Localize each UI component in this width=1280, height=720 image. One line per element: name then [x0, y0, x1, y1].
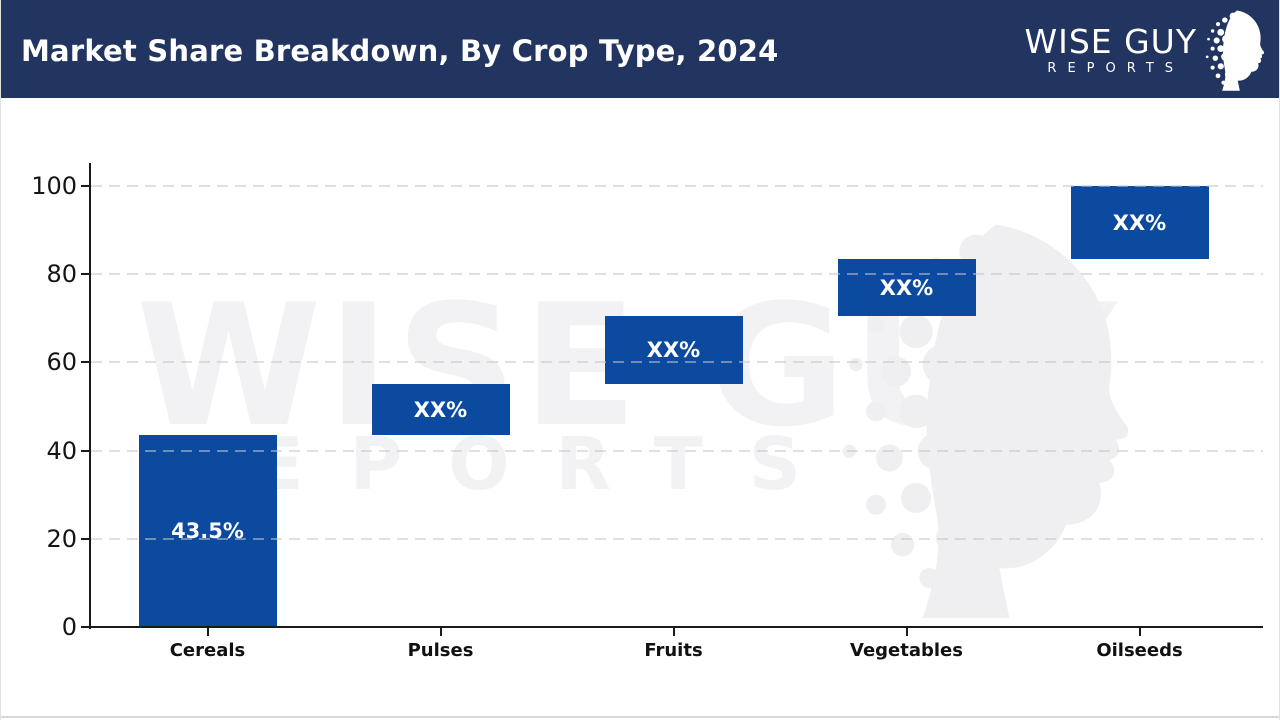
gridline-80	[91, 273, 1263, 275]
bar-cereals	[139, 435, 277, 627]
x-category-label-pulses: Pulses	[407, 640, 474, 661]
gridline-100	[91, 185, 1263, 187]
x-category-label-vegetables: Vegetables	[850, 640, 963, 661]
y-tick-mark	[81, 185, 89, 187]
y-tick-label: 40	[46, 437, 77, 465]
x-tick-mark	[673, 628, 675, 636]
x-tick-mark	[440, 628, 442, 636]
x-tick-mark	[1139, 628, 1141, 636]
bar-vegetables	[838, 259, 976, 316]
x-tick-mark	[207, 628, 209, 636]
x-axis-line	[89, 626, 1263, 628]
wiseguy-logo: WISE GUY REPORTS	[1024, 6, 1267, 94]
bar-fruits	[605, 316, 743, 384]
header-bar: Market Share Breakdown, By Crop Type, 20…	[1, 0, 1279, 98]
y-tick-label: 0	[61, 613, 77, 641]
gridline-60	[91, 361, 1263, 363]
bar-label-cereals: 43.5%	[171, 519, 244, 543]
page-title: Market Share Breakdown, By Crop Type, 20…	[21, 34, 779, 68]
y-tick-mark	[81, 538, 89, 540]
wiseguy-logo-text: WISE GUY REPORTS	[1024, 25, 1197, 75]
x-category-label-fruits: Fruits	[644, 640, 703, 661]
y-tick-mark	[81, 273, 89, 275]
y-tick-mark	[81, 626, 89, 628]
bar-label-vegetables: XX%	[879, 276, 934, 300]
bar-label-oilseeds: XX%	[1112, 211, 1167, 235]
wiseguy-logo-line2: REPORTS	[1047, 61, 1185, 76]
x-category-label-cereals: Cereals	[169, 640, 246, 661]
bar-oilseeds	[1071, 186, 1209, 259]
bar-label-fruits: XX%	[646, 338, 701, 362]
y-tick-label: 60	[46, 348, 77, 376]
y-tick-mark	[81, 450, 89, 452]
bar-pulses	[372, 384, 510, 435]
y-tick-label: 20	[46, 525, 77, 553]
x-tick-mark	[906, 628, 908, 636]
gridline-20	[91, 538, 1263, 540]
y-tick-label: 80	[46, 260, 77, 288]
wiseguy-logo-head-icon	[1205, 10, 1265, 91]
y-axis-line	[89, 163, 91, 629]
y-tick-label: 100	[31, 172, 77, 200]
gridline-40	[91, 450, 1263, 452]
bottom-edge-line	[1, 716, 1279, 718]
x-category-label-oilseeds: Oilseeds	[1096, 640, 1183, 661]
y-tick-mark	[81, 361, 89, 363]
wiseguy-logo-line1: WISE GUY	[1024, 22, 1197, 61]
bar-label-pulses: XX%	[413, 398, 468, 422]
